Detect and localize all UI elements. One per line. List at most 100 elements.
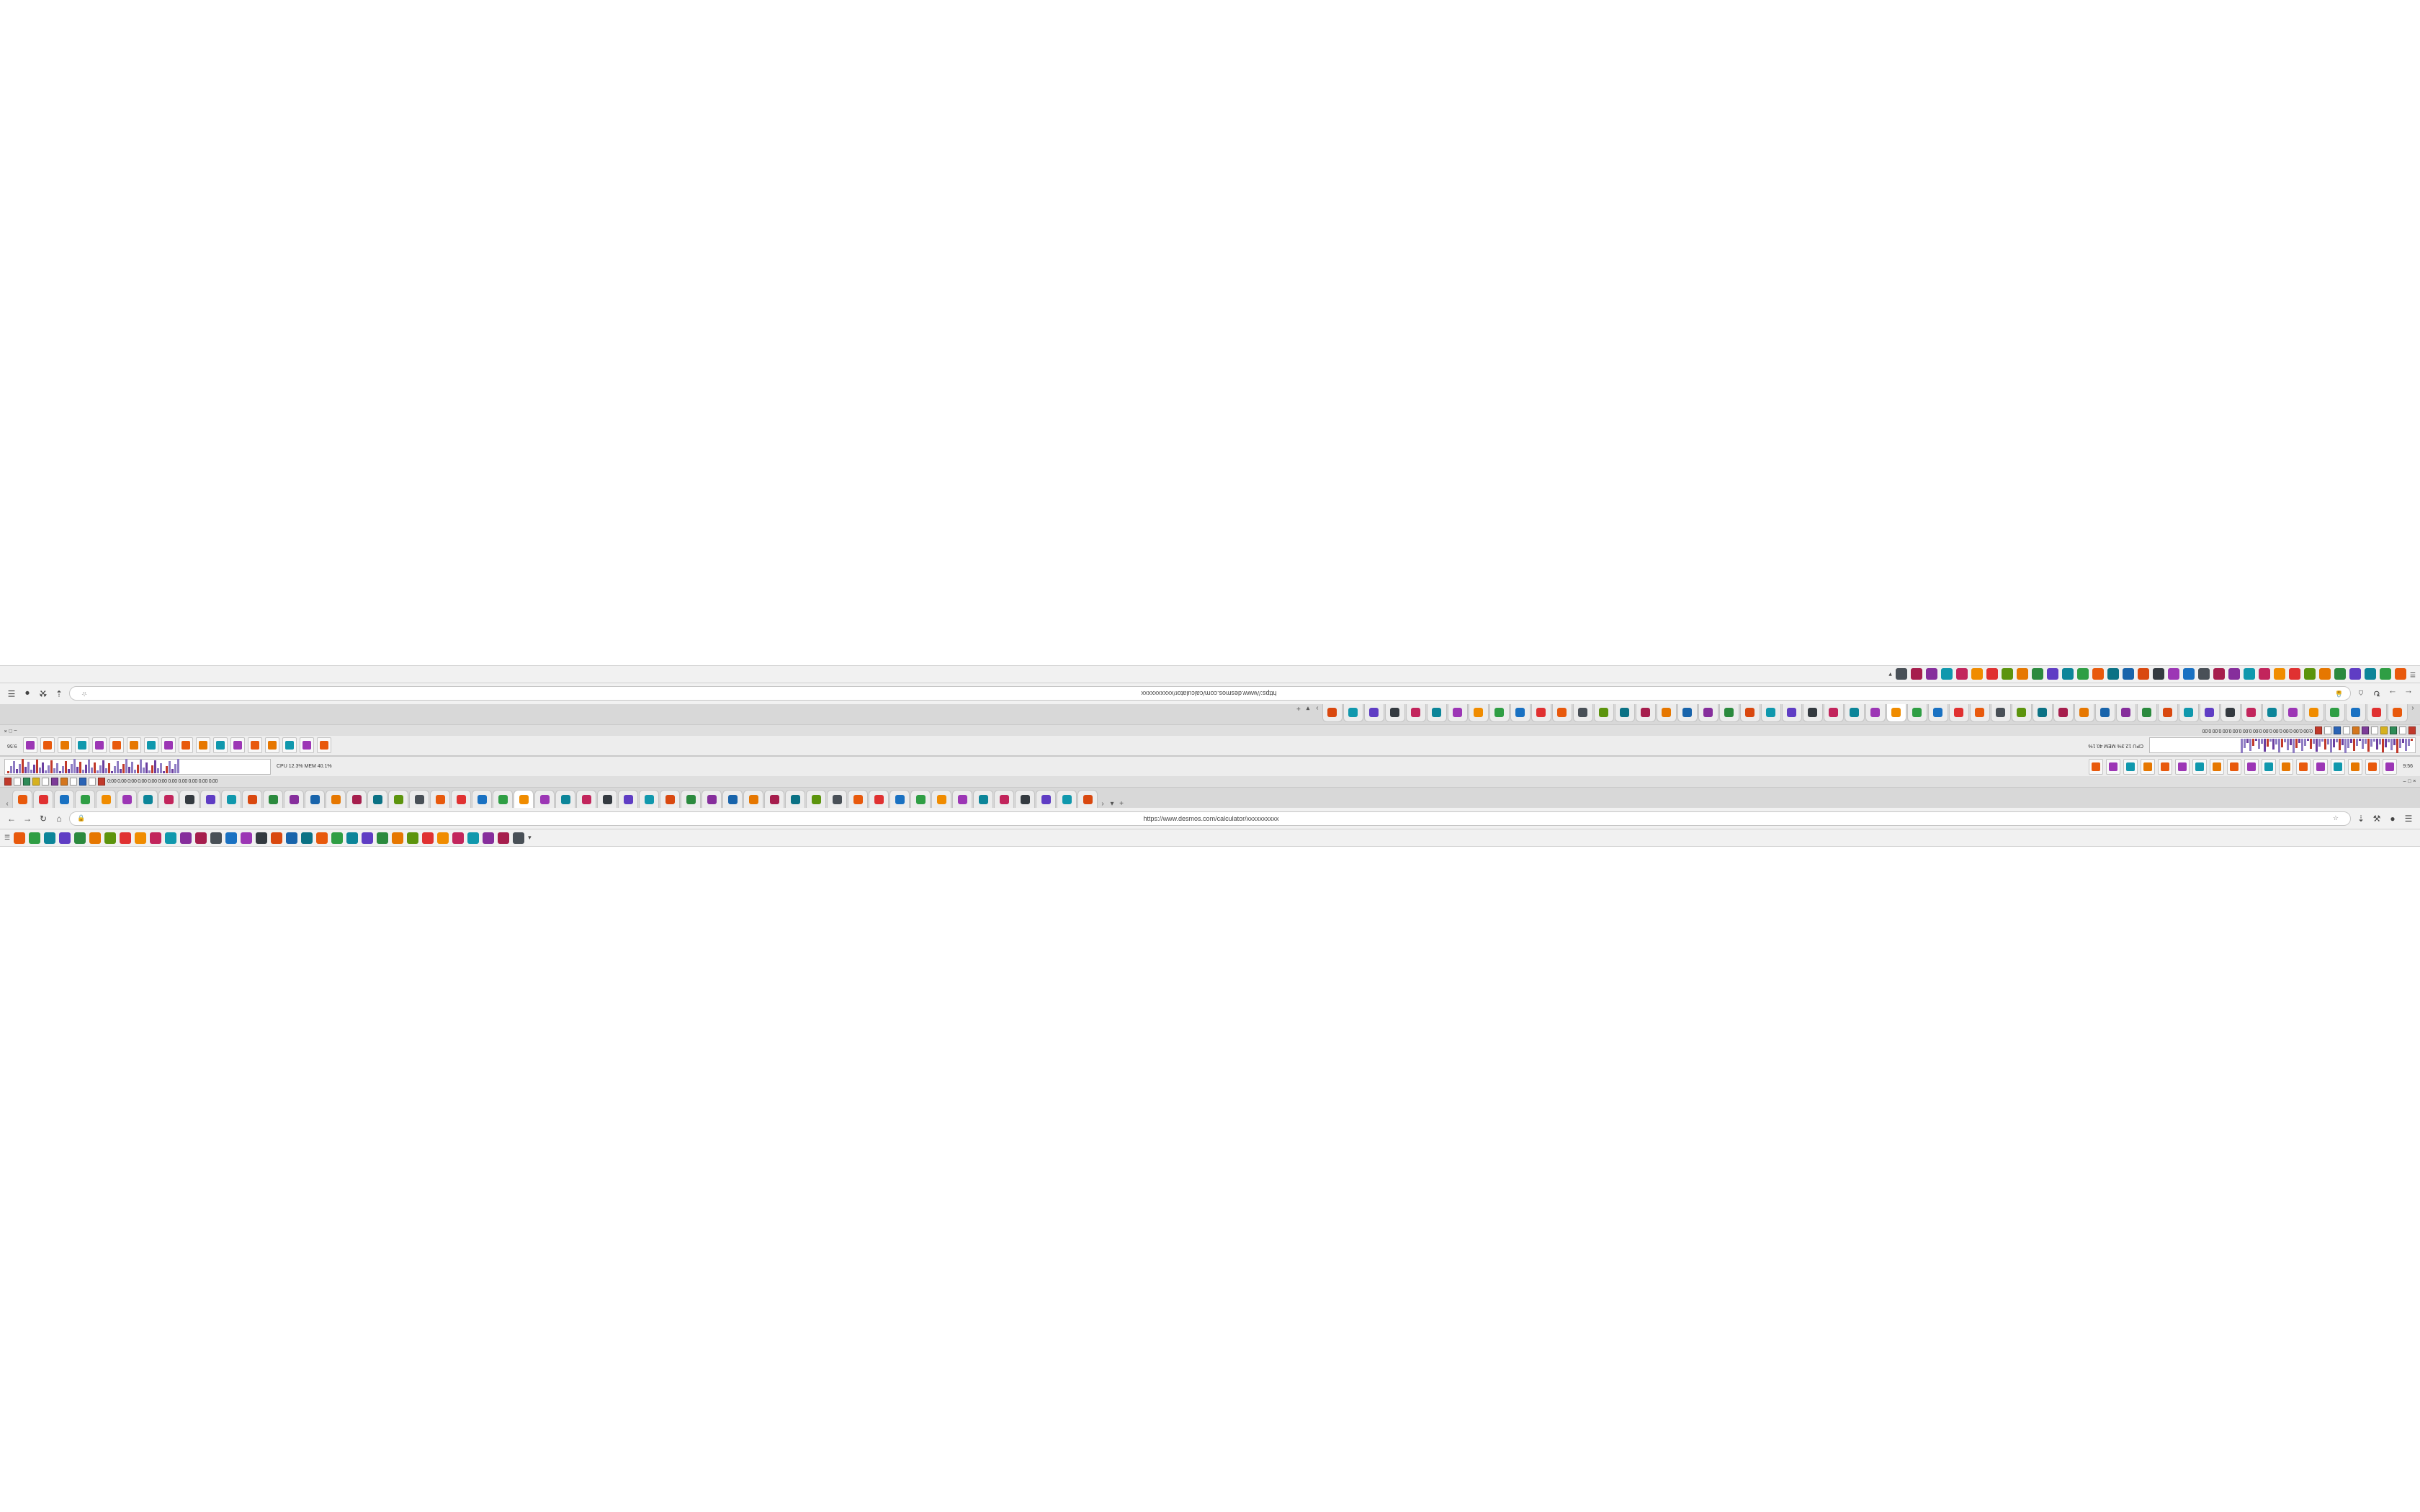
browser-tab[interactable] — [1886, 704, 1906, 722]
bookmark-icon[interactable] — [2152, 668, 2164, 680]
browser-tab[interactable] — [785, 790, 805, 808]
browser-tab[interactable] — [848, 790, 868, 808]
download-icon[interactable]: ⇣ — [2357, 813, 2365, 824]
chevron-right-icon[interactable]: › — [1316, 704, 1319, 712]
bookmark-icon[interactable] — [1910, 668, 1922, 680]
browser-tab[interactable] — [681, 790, 701, 808]
bookmark-icon[interactable] — [2061, 668, 2074, 680]
bookmark-icon[interactable] — [2167, 668, 2179, 680]
browser-tab[interactable] — [2053, 704, 2074, 722]
back-icon[interactable]: ← — [7, 813, 16, 824]
bookmark-icon[interactable] — [2288, 668, 2300, 680]
bookmark-icon[interactable] — [2213, 668, 2225, 680]
bookmark-icon[interactable] — [422, 832, 434, 844]
taskbar-app-icon[interactable] — [316, 737, 331, 754]
bookmark-icon[interactable] — [1895, 668, 1907, 680]
taskbar-app-icon[interactable] — [195, 737, 210, 754]
bookmark-icon[interactable] — [271, 832, 283, 844]
browser-tab[interactable] — [1865, 704, 1886, 722]
browser-tab[interactable] — [1385, 704, 1405, 722]
bookmark-icon[interactable] — [2092, 668, 2104, 680]
chevron-down-icon[interactable]: ▾ — [528, 834, 532, 841]
browser-tab[interactable] — [263, 790, 283, 808]
browser-tab[interactable] — [1343, 704, 1363, 722]
profile-icon[interactable]: ● — [24, 688, 30, 699]
taskbar-app-icon[interactable] — [74, 737, 89, 754]
browser-tab[interactable] — [1531, 704, 1551, 722]
bookmark-icon[interactable] — [467, 832, 480, 844]
browser-tab[interactable] — [1949, 704, 1969, 722]
browser-tab[interactable] — [2137, 704, 2157, 722]
bookmark-icon[interactable] — [29, 832, 41, 844]
chevron-left-icon[interactable]: ‹ — [2411, 704, 2414, 712]
bookmark-icon[interactable] — [150, 832, 162, 844]
browser-tab[interactable] — [2325, 704, 2345, 722]
taskbar-app-icon[interactable] — [282, 737, 297, 754]
star-icon[interactable]: ☆ — [2332, 814, 2339, 822]
bookmark-icon[interactable] — [225, 832, 238, 844]
bookmark-icon[interactable] — [2334, 668, 2346, 680]
browser-tab[interactable] — [138, 790, 158, 808]
taskbar-app-icon[interactable] — [2089, 758, 2104, 775]
browser-tab[interactable] — [639, 790, 659, 808]
taskbar-app-icon[interactable] — [2175, 758, 2190, 775]
browser-tab[interactable] — [1928, 704, 1948, 722]
browser-tab[interactable] — [54, 790, 74, 808]
chevron-left-icon[interactable]: ‹ — [6, 800, 9, 808]
bookmark-icon[interactable] — [452, 832, 465, 844]
browser-tab[interactable] — [2388, 704, 2408, 722]
browser-tab[interactable] — [2012, 704, 2032, 722]
chevron-right-icon[interactable]: › — [1101, 800, 1104, 808]
browser-tab[interactable] — [806, 790, 826, 808]
bookmark-icon[interactable] — [44, 832, 56, 844]
browser-tab[interactable] — [1991, 704, 2011, 722]
bookmark-icon[interactable] — [498, 832, 510, 844]
bookmark-icon[interactable] — [392, 832, 404, 844]
browser-tab[interactable] — [1824, 704, 1844, 722]
browser-tab[interactable] — [889, 790, 910, 808]
browser-tab[interactable] — [1761, 704, 1781, 722]
bookmark-icon[interactable] — [286, 832, 298, 844]
bookmark-icon[interactable] — [195, 832, 207, 844]
window-minimize-button[interactable]: – — [14, 728, 17, 733]
taskbar-app-icon[interactable] — [143, 737, 158, 754]
browser-tab[interactable] — [430, 790, 450, 808]
bookmark-icon[interactable] — [2107, 668, 2119, 680]
taskbar-app-icon[interactable] — [2141, 758, 2156, 775]
browser-tab[interactable] — [576, 790, 596, 808]
browser-tab[interactable] — [284, 790, 304, 808]
taskbar-app-icon[interactable] — [2279, 758, 2294, 775]
bookmark-icon[interactable] — [135, 832, 147, 844]
new-tab-icon[interactable]: + — [1119, 800, 1124, 808]
bookmark-icon[interactable] — [74, 832, 86, 844]
bookmark-icon[interactable] — [437, 832, 449, 844]
bookmark-icon[interactable] — [14, 832, 26, 844]
taskbar-app-icon[interactable] — [2210, 758, 2225, 775]
download-icon[interactable]: ⇣ — [55, 688, 63, 699]
browser-tab[interactable] — [117, 790, 137, 808]
browser-tab[interactable] — [827, 790, 847, 808]
bookmark-icon[interactable] — [2016, 668, 2028, 680]
browser-tab[interactable] — [326, 790, 346, 808]
browser-tab[interactable] — [2200, 704, 2220, 722]
bookmark-icon[interactable] — [2273, 668, 2285, 680]
bookmark-icon[interactable] — [210, 832, 223, 844]
browser-tab[interactable] — [12, 790, 32, 808]
browser-tab[interactable] — [2304, 704, 2324, 722]
browser-tab[interactable] — [2158, 704, 2178, 722]
browser-tab[interactable] — [973, 790, 993, 808]
browser-tab[interactable] — [1698, 704, 1718, 722]
browser-tab[interactable] — [1594, 704, 1614, 722]
bookmark-icon[interactable] — [89, 832, 102, 844]
taskbar-app-icon[interactable] — [299, 737, 314, 754]
forward-icon[interactable]: → — [23, 813, 32, 824]
bookmark-icon[interactable] — [377, 832, 389, 844]
browser-tab[interactable] — [702, 790, 722, 808]
window-minimize-button[interactable]: – — [2403, 779, 2406, 784]
taskbar-app-icon[interactable] — [161, 737, 176, 754]
browser-menu-icon[interactable]: ☰ — [7, 688, 16, 699]
taskbar-app-icon[interactable] — [91, 737, 107, 754]
browser-tab[interactable] — [1489, 704, 1510, 722]
bookmark-icon[interactable] — [2031, 668, 2043, 680]
bookmark-icon[interactable] — [2303, 668, 2316, 680]
